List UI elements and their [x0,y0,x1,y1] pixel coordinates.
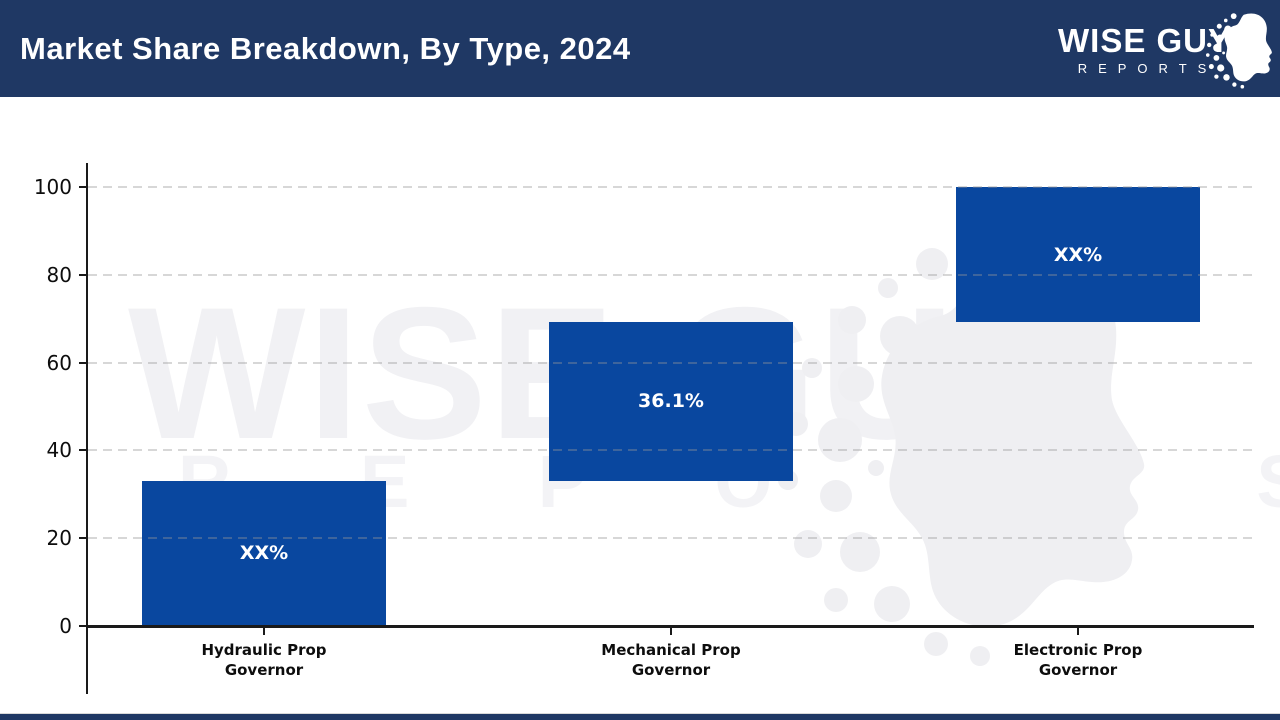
x-category-label: Hydraulic Prop Governor [201,641,327,679]
y-tick-label: 0 [59,614,72,638]
y-tick-label: 20 [46,526,72,551]
plot-area: WISE GUY R E P O R T S XX% 36.1% XX% 0 20 40 6… [0,97,1280,713]
gridline [88,449,1254,452]
y-tick [79,273,86,276]
y-tick [79,186,86,188]
y-tick-label: 100 [33,175,72,199]
logo-text: WISE GUY REPORTS [1058,22,1232,77]
x-category-label: Electronic Prop Governor [1013,641,1143,679]
logo-subtitle: REPORTS [1077,61,1218,76]
logo-wordmark: WISE GUY [1058,22,1232,59]
bar-value-label: XX% [1053,243,1103,266]
x-tick [670,628,672,635]
bar-segment [142,480,386,626]
header-bar: Market Share Breakdown, By Type, 2024 WI… [0,0,1280,97]
bar-value-label: 36.1% [638,390,704,413]
bar-value-label: XX% [239,542,289,565]
y-tick [79,449,86,452]
footer-bar [0,714,1280,720]
y-tick [79,537,86,540]
wise-guy-reports-logo: WISE GUY REPORTS [1024,4,1274,94]
gridline [88,273,1254,276]
y-tick-label: 60 [46,350,72,375]
y-axis-line [86,163,88,694]
bar-segment [956,187,1200,323]
x-tick [263,628,265,635]
bar-segment [549,322,793,481]
y-tick [79,625,86,627]
gridline [88,186,1254,188]
x-axis-line [86,625,1254,628]
page-title: Market Share Breakdown, By Type, 2024 [20,30,631,66]
gridline [88,361,1254,364]
gridline [88,537,1254,540]
y-tick-label: 80 [46,262,72,287]
x-category-label: Mechanical Prop Governor [601,641,741,679]
footer-divider [0,713,1280,714]
y-tick [79,361,86,364]
y-tick-label: 40 [46,438,72,463]
dotted-head-icon [1205,13,1272,89]
x-tick [1077,628,1079,635]
